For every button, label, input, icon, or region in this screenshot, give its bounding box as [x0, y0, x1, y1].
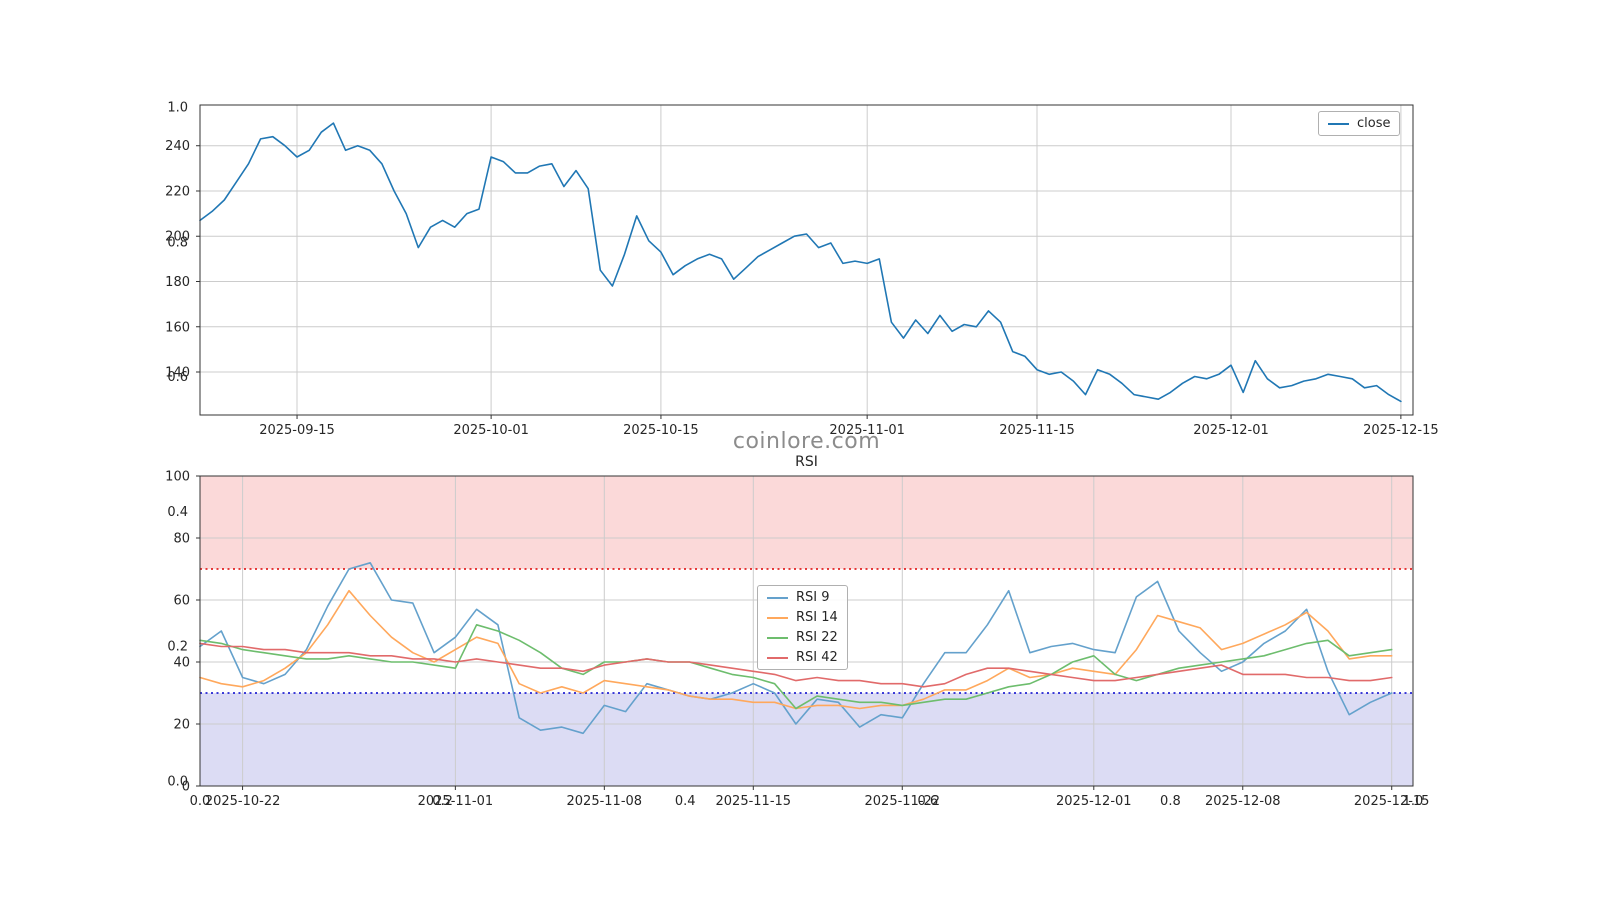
ghost-x-tick-label: 0.8 — [1160, 794, 1181, 809]
ghost-x-tick-label: 0.4 — [675, 794, 696, 809]
x-tick-label: 2025-12-15 — [1363, 423, 1439, 438]
legend-label: RSI 22 — [796, 630, 838, 645]
y-tick-label: 20 — [173, 718, 190, 733]
legend-label: close — [1357, 116, 1391, 131]
legend-item: close — [1328, 116, 1390, 131]
legend-label: RSI 42 — [796, 650, 838, 665]
line-close — [199, 122, 1402, 403]
y-tick-label: 60 — [173, 594, 190, 609]
y-tick-label: 180 — [165, 275, 190, 290]
y-tick-label: 140 — [165, 366, 190, 381]
axes-spines — [199, 104, 1414, 416]
legend-item: RSI 9 — [767, 590, 838, 605]
overbought-region — [200, 476, 1413, 569]
legend-label: RSI 14 — [796, 610, 838, 625]
ghost-y-tick-label: 0.0 — [167, 775, 188, 790]
x-tick-label: 2025-12-01 — [1193, 423, 1269, 438]
ghost-y-tick-label: 0.8 — [167, 235, 188, 250]
x-tick-label: 2025-12-15 — [1354, 794, 1430, 809]
x-tick-label: 2025-10-22 — [205, 794, 281, 809]
y-tick-label: 80 — [173, 532, 190, 547]
legend-line-swatch — [767, 656, 788, 659]
x-tick-label: 2025-11-15 — [999, 423, 1075, 438]
rsi-legend: RSI 9 RSI 14 RSI 22 RSI 42 — [757, 585, 848, 670]
legend-line-swatch — [767, 616, 788, 619]
rsi-panel-title: RSI — [795, 454, 818, 470]
price-legend: close — [1318, 111, 1401, 136]
x-tick-label: 2025-11-01 — [829, 423, 905, 438]
line-rsi-42 — [199, 642, 1393, 688]
x-tick-label: 2025-11-22 — [865, 794, 941, 809]
x-tick-label: 2025-11-08 — [567, 794, 643, 809]
legend-line-swatch — [767, 596, 788, 599]
legend-item: RSI 42 — [767, 650, 838, 665]
line-rsi-22 — [199, 623, 1393, 710]
y-tick-label: 200 — [165, 230, 190, 245]
x-tick-label: 2025-10-15 — [623, 423, 699, 438]
legend-line-swatch — [767, 636, 788, 639]
ghost-y-tick-label: 0.4 — [167, 505, 188, 520]
legend-item: RSI 22 — [767, 630, 838, 645]
y-tick-label: 160 — [165, 320, 190, 335]
x-tick-label: 2025-09-15 — [259, 423, 335, 438]
ghost-y-tick-label: 0.6 — [167, 370, 188, 385]
x-tick-label: 2025-10-01 — [453, 423, 529, 438]
axes-spines — [199, 475, 1414, 787]
ghost-x-tick-label: 0.6 — [917, 794, 938, 809]
legend-item: RSI 14 — [767, 610, 838, 625]
line-rsi-9 — [199, 561, 1393, 735]
y-tick-label: 40 — [173, 656, 190, 671]
watermark-text: coinlore.com — [732, 429, 881, 454]
y-tick-label: 220 — [165, 185, 190, 200]
ghost-y-tick-label: 1.0 — [167, 101, 188, 116]
legend-line-swatch — [1328, 122, 1349, 125]
oversold-region — [200, 693, 1413, 786]
ghost-x-tick-label: 0.0 — [190, 794, 211, 809]
y-tick-label: 0 — [182, 780, 190, 795]
x-tick-label: 2025-12-08 — [1205, 794, 1281, 809]
y-tick-label: 100 — [165, 470, 190, 485]
x-tick-label: 2025-12-01 — [1056, 794, 1132, 809]
ghost-x-tick-label: 0.2 — [432, 794, 453, 809]
x-tick-label: 2025-11-15 — [716, 794, 792, 809]
legend-label: RSI 9 — [796, 590, 830, 605]
ghost-y-tick-label: 0.2 — [167, 640, 188, 655]
y-tick-label: 240 — [165, 139, 190, 154]
ghost-x-tick-label: 1.0 — [1403, 794, 1424, 809]
x-tick-label: 2025-11-01 — [418, 794, 494, 809]
